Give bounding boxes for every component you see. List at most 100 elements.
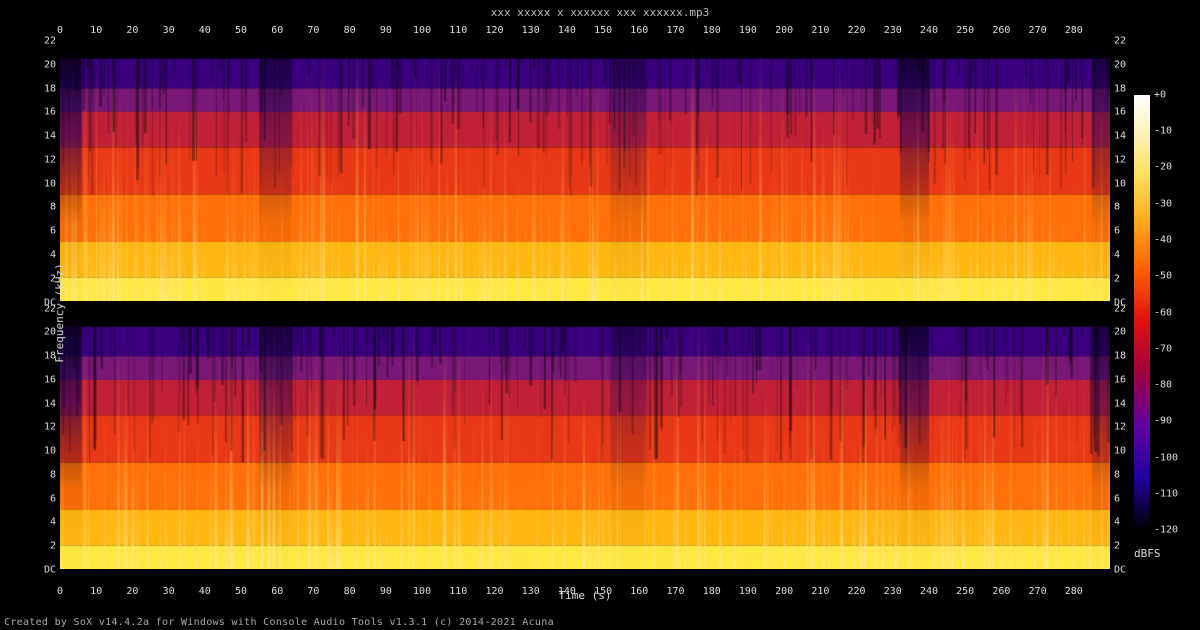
- y-tick: 14: [30, 398, 56, 409]
- x-tick: 180: [703, 586, 721, 597]
- x-tick: 250: [956, 25, 974, 36]
- colorbar-tick: -50: [1154, 271, 1172, 282]
- y-tick: 20: [30, 59, 56, 70]
- y-tick: 20: [1114, 59, 1140, 70]
- colorbar-tick: -30: [1154, 198, 1172, 209]
- y-tick: 22: [30, 36, 56, 47]
- x-tick: 50: [235, 586, 247, 597]
- y-tick: 18: [30, 83, 56, 94]
- x-tick: 260: [992, 25, 1010, 36]
- y-tick: 10: [30, 178, 56, 189]
- x-tick: 0: [57, 25, 63, 36]
- x-tick: 130: [522, 25, 540, 36]
- y-tick: DC: [1114, 565, 1140, 576]
- colorbar-tick: -120: [1154, 525, 1178, 536]
- x-tick: 10: [90, 586, 102, 597]
- y-tick: 14: [30, 131, 56, 142]
- colorbar-tick: -60: [1154, 307, 1172, 318]
- x-tick: 270: [1029, 586, 1047, 597]
- x-tick: 200: [775, 25, 793, 36]
- colorbar-tick: -80: [1154, 379, 1172, 390]
- x-tick: 40: [199, 586, 211, 597]
- x-tick: 40: [199, 25, 211, 36]
- x-tick: 70: [307, 586, 319, 597]
- x-axis-label: Time (s): [559, 589, 612, 602]
- x-tick: 120: [485, 586, 503, 597]
- colorbar-gradient: [1134, 95, 1150, 530]
- x-tick: 150: [594, 25, 612, 36]
- y-tick: 6: [30, 226, 56, 237]
- y-tick: DC: [30, 565, 56, 576]
- x-tick: 280: [1065, 25, 1083, 36]
- x-tick: 130: [522, 586, 540, 597]
- plot-area: 0 10 20 30 40 50 60 70 80 90 100 110 120 130 140 150 160…: [60, 25, 1110, 600]
- x-tick: 120: [485, 25, 503, 36]
- x-tick: 90: [380, 25, 392, 36]
- y-tick: 4: [30, 517, 56, 528]
- colorbar: +0-10-20-30-40-50-60-70-80-90-100-110-12…: [1134, 95, 1182, 560]
- x-tick: 170: [666, 586, 684, 597]
- spectrogram-channel-1: DC246810121416182022DC246810121416182022: [60, 41, 1110, 303]
- x-tick: 80: [344, 25, 356, 36]
- footer-credit: Created by SoX v14.4.2a for Windows with…: [4, 617, 554, 628]
- y-tick: 22: [1114, 36, 1140, 47]
- x-tick: 280: [1065, 586, 1083, 597]
- colorbar-tick: -20: [1154, 162, 1172, 173]
- x-tick: 220: [848, 586, 866, 597]
- x-tick: 250: [956, 586, 974, 597]
- x-tick: 60: [271, 25, 283, 36]
- x-tick: 140: [558, 25, 576, 36]
- y-tick: 22: [30, 303, 56, 314]
- x-tick: 160: [630, 586, 648, 597]
- x-tick: 110: [449, 586, 467, 597]
- y-tick: 2: [30, 541, 56, 552]
- x-tick: 30: [163, 25, 175, 36]
- x-tick: 30: [163, 586, 175, 597]
- x-tick: 20: [126, 586, 138, 597]
- x-tick: 170: [666, 25, 684, 36]
- spectrogram-canvas: [60, 309, 1110, 569]
- x-tick: 230: [884, 586, 902, 597]
- y-tick: 8: [30, 202, 56, 213]
- y-tick: 12: [30, 154, 56, 165]
- file-title: xxx xxxxx x xxxxxx xxx xxxxxx.mp3: [0, 0, 1200, 19]
- x-tick: 110: [449, 25, 467, 36]
- colorbar-tick: -100: [1154, 452, 1178, 463]
- colorbar-tick: +0: [1154, 90, 1166, 101]
- x-tick: 190: [739, 25, 757, 36]
- y-tick: 18: [30, 351, 56, 362]
- spectrogram-canvas: [60, 41, 1110, 301]
- y-tick: 16: [30, 107, 56, 118]
- x-tick: 10: [90, 25, 102, 36]
- x-tick: 90: [380, 586, 392, 597]
- spectrogram-channel-2: DC246810121416182022DC246810121416182022: [60, 309, 1110, 571]
- x-tick: 50: [235, 25, 247, 36]
- colorbar-label: dBFS: [1134, 547, 1161, 560]
- x-tick: 240: [920, 586, 938, 597]
- x-tick: 210: [811, 25, 829, 36]
- x-tick: 60: [271, 586, 283, 597]
- y-tick: 6: [30, 493, 56, 504]
- y-tick: 10: [30, 446, 56, 457]
- y-tick: 2: [30, 273, 56, 284]
- y-axis-left: DC246810121416182022: [30, 41, 56, 303]
- x-tick: 260: [992, 586, 1010, 597]
- y-tick: 18: [1114, 83, 1140, 94]
- y-axis-label: Frequency (kHz): [53, 263, 66, 362]
- x-tick: 70: [307, 25, 319, 36]
- y-tick: 20: [30, 327, 56, 338]
- x-tick: 230: [884, 25, 902, 36]
- x-tick: 210: [811, 586, 829, 597]
- colorbar-tick: -110: [1154, 488, 1178, 499]
- x-tick: 80: [344, 586, 356, 597]
- colorbar-tick: -40: [1154, 234, 1172, 245]
- x-tick: 240: [920, 25, 938, 36]
- y-axis-left: DC246810121416182022: [30, 309, 56, 571]
- x-tick: 20: [126, 25, 138, 36]
- y-tick: 4: [30, 249, 56, 260]
- spectrogram-panels: DC246810121416182022DC246810121416182022…: [60, 41, 1110, 570]
- y-tick: 8: [30, 469, 56, 480]
- colorbar-tick: -90: [1154, 416, 1172, 427]
- x-tick: 100: [413, 25, 431, 36]
- x-tick: 100: [413, 586, 431, 597]
